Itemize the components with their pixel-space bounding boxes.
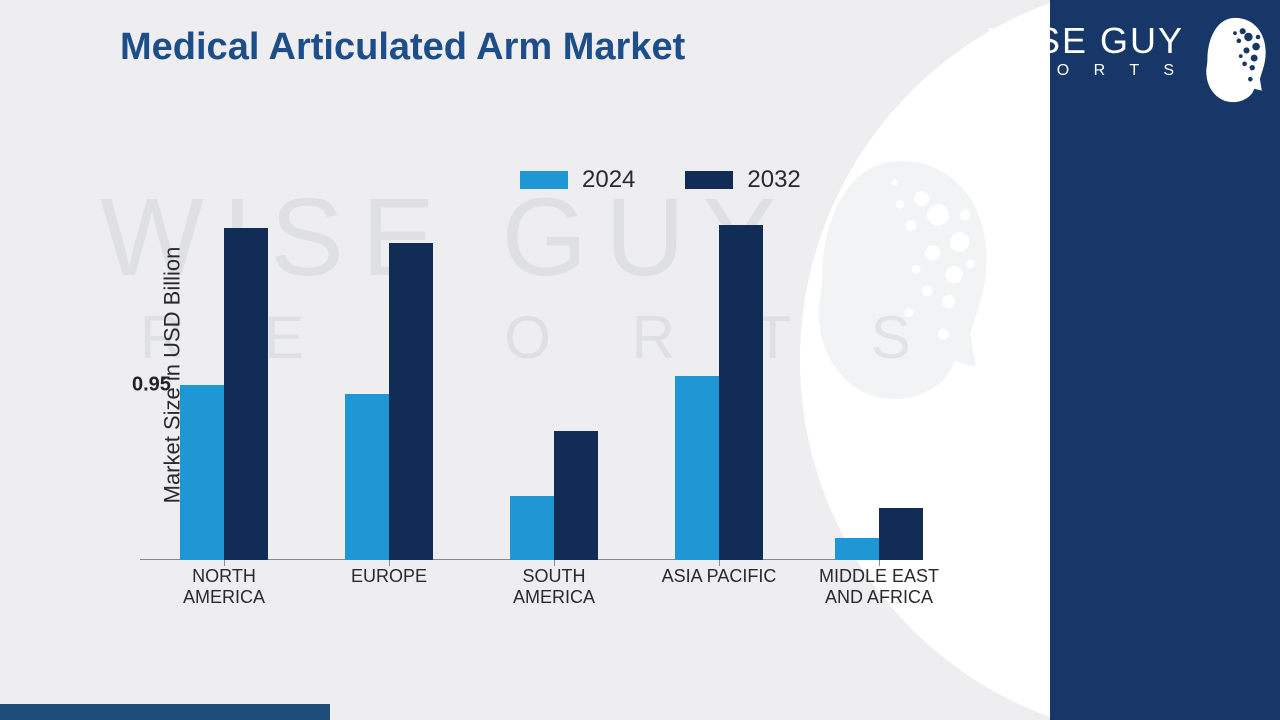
bar-2032	[224, 228, 268, 560]
chart-title: Medical Articulated Arm Market	[120, 26, 685, 69]
bar-2032	[879, 508, 923, 560]
bottom-strip	[0, 704, 330, 720]
legend-item-2032: 2032	[685, 166, 800, 194]
report-graphic: WISE GUY R E P O R T S Medical Articulat…	[0, 0, 1280, 720]
category-label: EUROPE	[319, 566, 459, 587]
brand-text: WISE GUY R E P O R T S	[951, 20, 1184, 80]
brand-line1: WISE GUY	[951, 20, 1184, 62]
bar-2024	[345, 394, 389, 560]
category-label: NORTH AMERICA	[154, 566, 294, 607]
bar-2024	[510, 496, 554, 560]
bar-2032	[554, 431, 598, 560]
legend-label-2032: 2032	[747, 166, 800, 194]
bar-2032	[719, 225, 763, 560]
category-label: ASIA PACIFIC	[649, 566, 789, 587]
plot-area: 0.95	[140, 210, 920, 560]
brand-line2: R E P O R T S	[951, 62, 1184, 80]
bar-2024	[835, 538, 879, 560]
bar-chart: Market Size in USD Billion 2024 2032 0.9…	[100, 160, 920, 590]
category-label: SOUTH AMERICA	[484, 566, 624, 607]
legend-label-2024: 2024	[582, 166, 635, 194]
y-tick-0-95: 0.95	[132, 374, 171, 397]
legend: 2024 2032	[520, 166, 801, 194]
bar-2032	[389, 243, 433, 560]
category-label: MIDDLE EAST AND AFRICA	[809, 566, 949, 607]
category-labels-row: NORTH AMERICA EUROPE SOUTH AMERICA ASIA PAC…	[140, 560, 920, 680]
bar-2024	[180, 385, 224, 560]
legend-item-2024: 2024	[520, 166, 635, 194]
legend-swatch-2032	[685, 171, 733, 189]
right-panel	[1050, 0, 1280, 720]
bar-2024	[675, 376, 719, 560]
brand-head-icon	[1196, 14, 1274, 106]
legend-swatch-2024	[520, 171, 568, 189]
